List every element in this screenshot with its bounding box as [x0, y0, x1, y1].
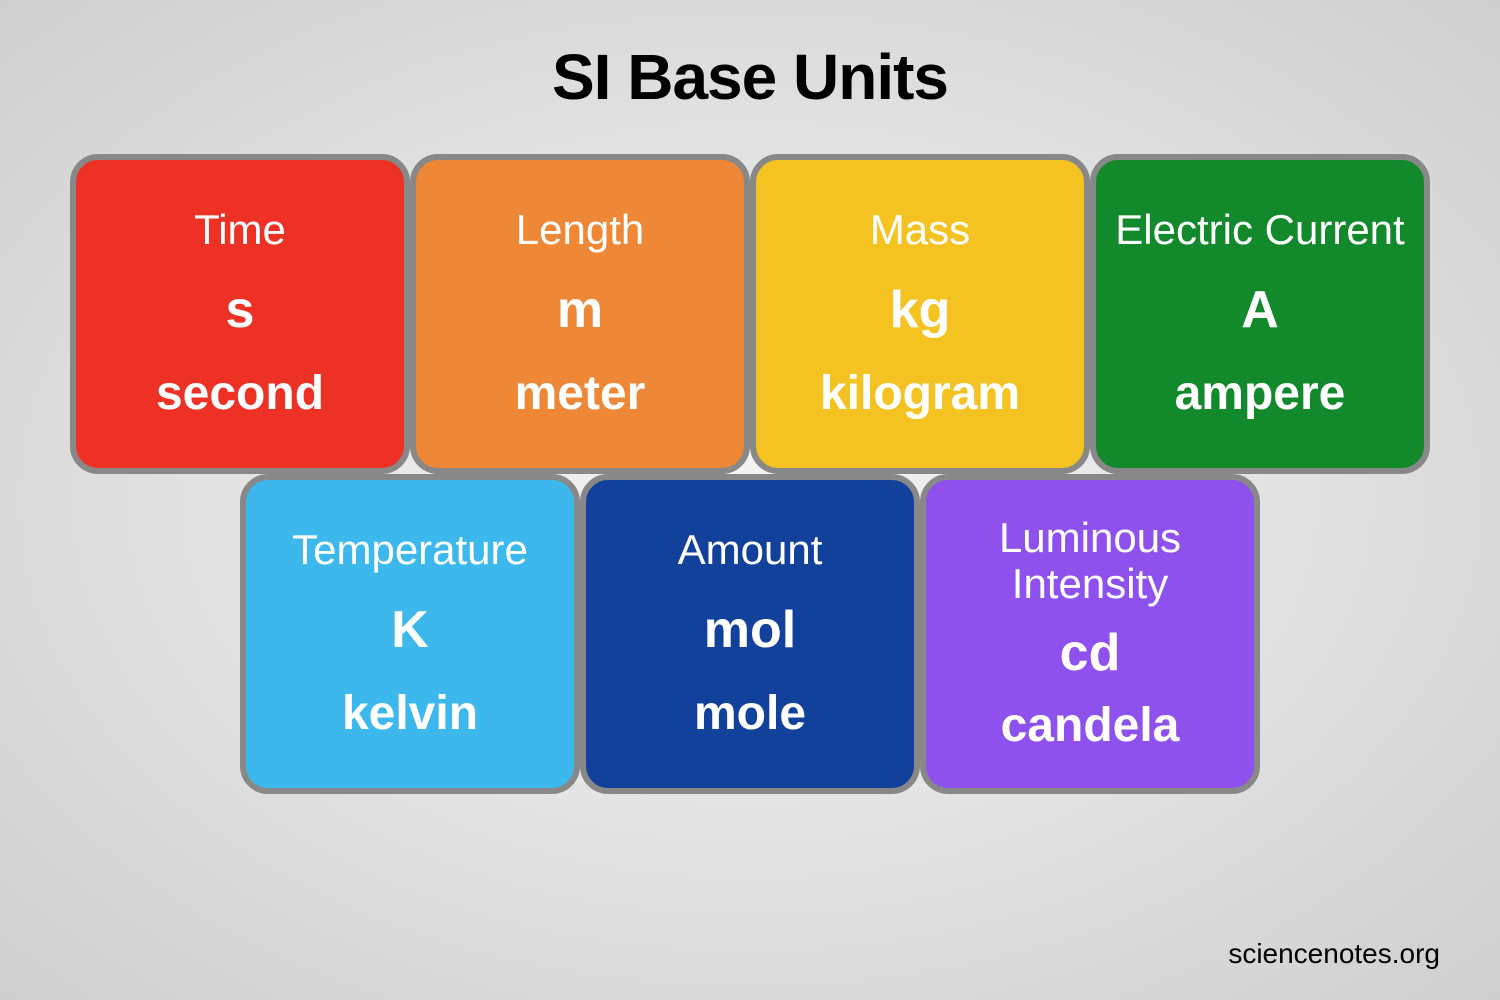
unit-card-luminous: Luminous Intensity cd candela	[920, 474, 1260, 794]
unit-quantity: Mass	[870, 207, 970, 253]
unit-name: ampere	[1175, 366, 1346, 421]
unit-symbol: kg	[890, 280, 951, 340]
unit-quantity: Time	[194, 207, 286, 253]
unit-symbol: A	[1241, 280, 1279, 340]
unit-symbol: cd	[1060, 623, 1121, 683]
unit-card-length: Length m meter	[410, 154, 750, 474]
unit-card-amount: Amount mol mole	[580, 474, 920, 794]
cards-grid: Time s second Length m meter Mass kg kil…	[60, 154, 1440, 794]
unit-name: kelvin	[342, 686, 478, 741]
unit-quantity: Electric Current	[1115, 207, 1404, 253]
cards-row-2: Temperature K kelvin Amount mol mole Lum…	[240, 474, 1260, 794]
page-title: SI Base Units	[60, 40, 1440, 114]
unit-name: candela	[1001, 698, 1180, 753]
unit-symbol: m	[557, 280, 603, 340]
unit-quantity: Temperature	[292, 527, 528, 573]
unit-card-current: Electric Current A ampere	[1090, 154, 1430, 474]
unit-symbol: mol	[704, 600, 796, 660]
unit-card-time: Time s second	[70, 154, 410, 474]
unit-quantity: Luminous Intensity	[936, 515, 1244, 607]
attribution-text: sciencenotes.org	[1228, 938, 1440, 970]
unit-name: mole	[694, 686, 806, 741]
unit-name: meter	[515, 366, 646, 421]
unit-name: kilogram	[820, 366, 1020, 421]
cards-row-1: Time s second Length m meter Mass kg kil…	[70, 154, 1430, 474]
unit-quantity: Amount	[678, 527, 823, 573]
unit-quantity: Length	[516, 207, 644, 253]
unit-name: second	[156, 366, 324, 421]
unit-symbol: K	[391, 600, 429, 660]
unit-card-temperature: Temperature K kelvin	[240, 474, 580, 794]
unit-symbol: s	[226, 280, 255, 340]
unit-card-mass: Mass kg kilogram	[750, 154, 1090, 474]
